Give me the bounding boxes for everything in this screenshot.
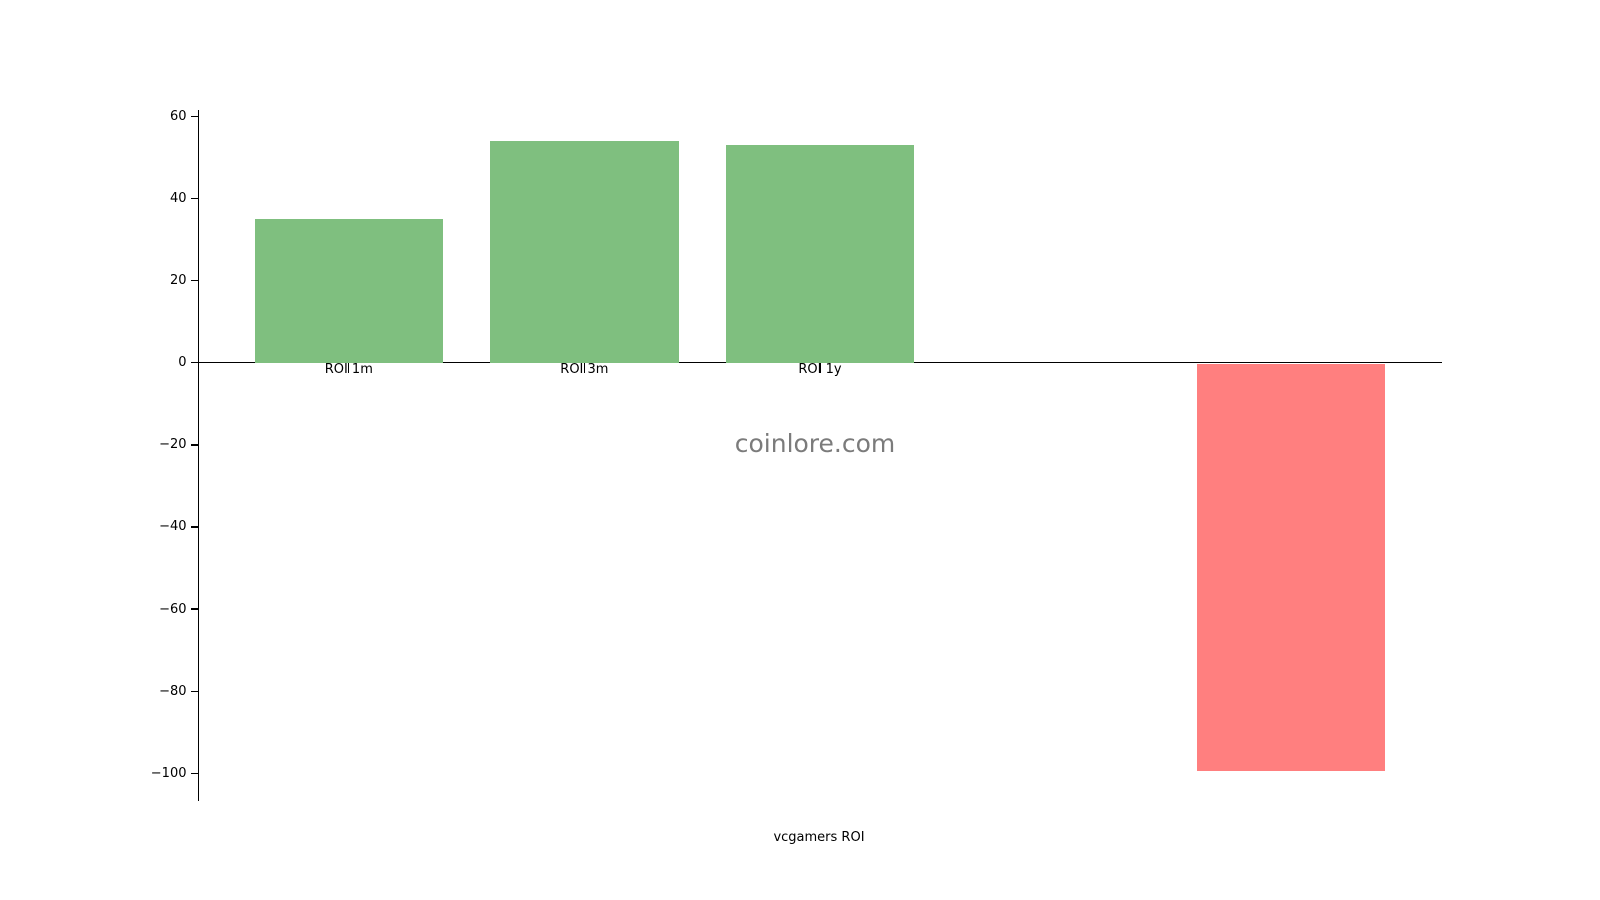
bar-series-4 [1196, 364, 1386, 771]
x-tick-mark [348, 363, 350, 374]
y-tick-label: −20 [159, 437, 187, 453]
y-tick-mark [190, 279, 198, 282]
y-tick-mark [190, 197, 198, 200]
y-tick-mark [190, 362, 198, 364]
y-tick-label: 0 [178, 355, 187, 371]
bar-roi-1y [725, 145, 915, 363]
y-tick-label: 60 [169, 108, 187, 124]
y-tick-label: −40 [159, 519, 187, 535]
y-tick-label: 20 [169, 273, 187, 289]
y-axis-spine [197, 109, 199, 801]
y-tick-label: −100 [150, 765, 187, 781]
watermark: coinlore.com [734, 429, 896, 458]
y-tick-mark [190, 526, 198, 528]
y-tick-mark [190, 115, 198, 117]
y-tick-mark [190, 772, 198, 775]
x-axis-zero-line [197, 362, 1442, 364]
y-tick-mark [190, 444, 198, 446]
y-tick-label: −60 [159, 601, 187, 617]
y-tick-mark [190, 690, 198, 692]
x-tick-mark [819, 363, 821, 374]
y-tick-label: −80 [159, 683, 187, 699]
bar-roi-3m [490, 140, 679, 363]
bar-roi-1m [254, 218, 444, 363]
chart-title: vcgamers ROI [773, 830, 865, 845]
y-tick-label: 40 [169, 190, 187, 206]
y-tick-mark [190, 608, 198, 610]
x-tick-mark [583, 363, 586, 374]
